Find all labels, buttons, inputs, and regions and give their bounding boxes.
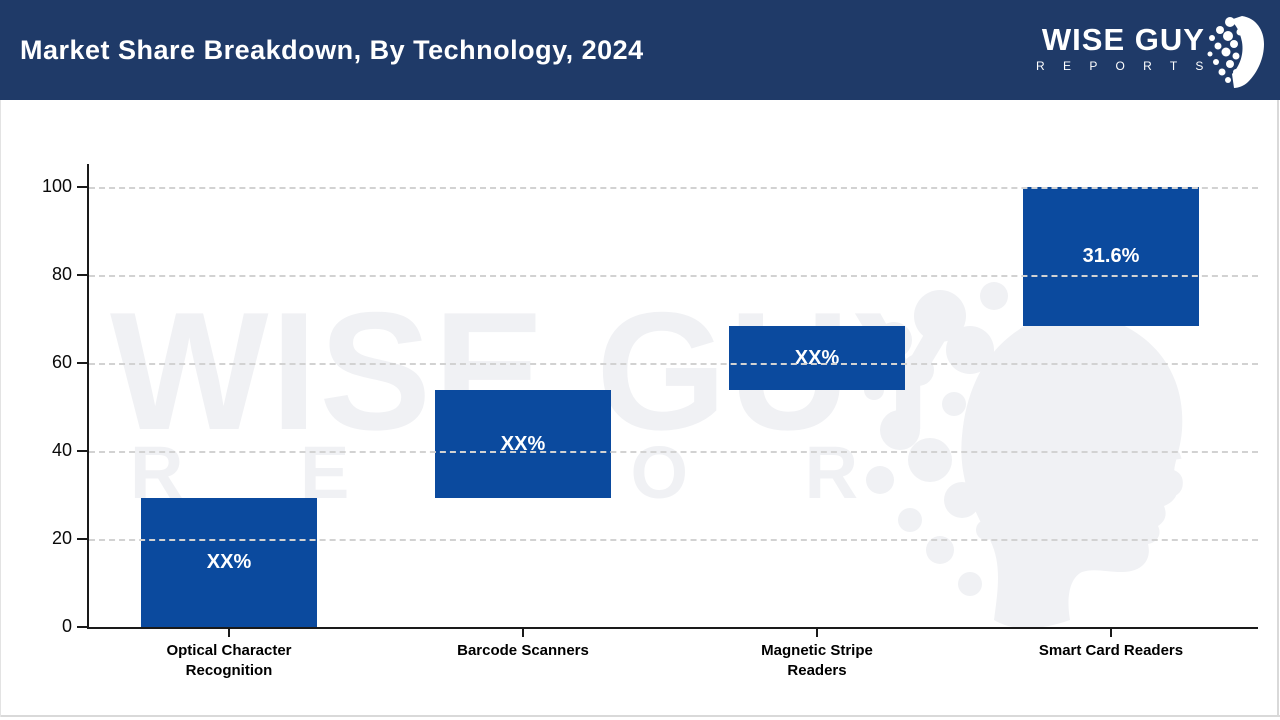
x-tick-mark bbox=[1110, 629, 1112, 637]
y-tick-mark bbox=[77, 186, 87, 188]
logo-sub-text: R E P O R T S bbox=[1036, 59, 1211, 73]
bar: 31.6% bbox=[1023, 187, 1199, 327]
x-tick-label: Smart Card Readers bbox=[1038, 642, 1184, 659]
page-title: Market Share Breakdown, By Technology, 2… bbox=[20, 34, 644, 65]
y-tick-label: 100 bbox=[41, 176, 72, 196]
bar-value-label: XX% bbox=[206, 551, 252, 574]
bar: XX% bbox=[435, 390, 611, 499]
gridline bbox=[89, 363, 1258, 365]
bar: XX% bbox=[141, 498, 317, 627]
header-bar: Market Share Breakdown, By Technology, 2… bbox=[0, 0, 1280, 100]
x-tick-mark bbox=[522, 629, 524, 637]
y-tick-label: 0 bbox=[61, 616, 72, 636]
x-tick-label: Barcode Scanners bbox=[457, 642, 589, 659]
y-axis-line bbox=[87, 164, 89, 629]
wiseguy-face-icon bbox=[1204, 10, 1266, 95]
x-axis-line bbox=[87, 627, 1258, 629]
bar-value-label: XX% bbox=[500, 432, 546, 455]
canvas-left-edge bbox=[0, 100, 1, 717]
y-tick-mark bbox=[77, 626, 87, 628]
y-tick-mark bbox=[77, 450, 87, 452]
bar: XX% bbox=[729, 326, 905, 391]
gridline bbox=[89, 451, 1258, 453]
chart-canvas: WISE GUY R E P O R T S 0 20 40 60 80 100 XX% Op… bbox=[0, 100, 1280, 720]
plot-area: 0 20 40 60 80 100 XX% Optical Character Recogni… bbox=[0, 100, 1280, 720]
bar-value-label: XX% bbox=[794, 346, 840, 369]
logo-brand-text: WISE GUY bbox=[1041, 22, 1205, 57]
canvas-right-edge bbox=[1277, 100, 1279, 717]
y-tick-mark bbox=[77, 538, 87, 540]
y-tick-mark bbox=[77, 274, 87, 276]
gridline bbox=[89, 187, 1258, 189]
y-tick-label: 20 bbox=[51, 528, 72, 548]
logo-text: WISE GUY R E P O R T S bbox=[1036, 24, 1211, 73]
y-tick-label: 80 bbox=[51, 264, 72, 284]
y-tick-label: 40 bbox=[51, 440, 72, 460]
canvas-bottom-edge bbox=[0, 715, 1280, 717]
x-tick-label: Optical Character Recognition bbox=[166, 642, 292, 680]
x-tick-label: Magnetic Stripe Readers bbox=[761, 642, 873, 680]
x-tick-mark bbox=[228, 629, 230, 637]
bar-value-label: 31.6% bbox=[1082, 245, 1140, 268]
gridline bbox=[89, 275, 1258, 277]
gridline bbox=[89, 539, 1258, 541]
x-tick-mark bbox=[816, 629, 818, 637]
y-tick-label: 60 bbox=[51, 352, 72, 372]
y-tick-mark bbox=[77, 362, 87, 364]
wiseguy-logo: WISE GUY R E P O R T S bbox=[1006, 8, 1266, 92]
